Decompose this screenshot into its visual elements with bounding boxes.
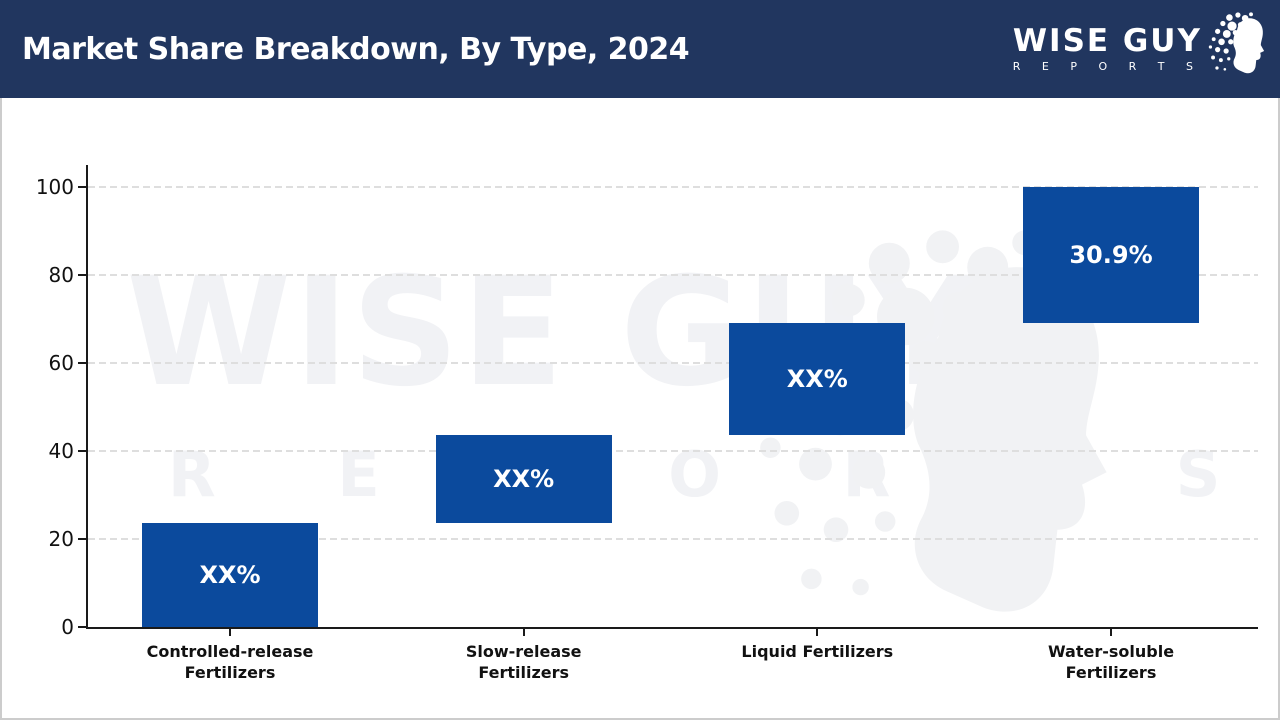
logo-subtitle: R E P O R T S — [1012, 60, 1202, 73]
x-axis-tick — [816, 629, 819, 636]
wiseguy-face-icon — [1208, 12, 1265, 74]
y-tick-label: 60 — [48, 351, 74, 375]
category-label-line: Controlled-release — [146, 642, 314, 661]
bar-value-label: XX% — [199, 561, 261, 590]
page-border-bottom — [0, 718, 1280, 720]
category-label-line: Fertilizers — [184, 663, 276, 682]
gridline — [88, 538, 1258, 540]
bar-segment: 30.9% — [1023, 187, 1199, 323]
y-axis-tick — [78, 362, 86, 364]
bar-value-label: XX% — [493, 465, 555, 494]
y-tick-label: 80 — [48, 263, 74, 287]
logo-wordmark: WISE GUY — [1012, 23, 1202, 59]
category-label: Controlled-release Fertilizers — [80, 641, 380, 683]
bar-value-label: XX% — [786, 365, 848, 394]
x-axis-tick — [522, 629, 525, 636]
bar-segment: XX% — [142, 523, 318, 627]
y-tick-label: 100 — [35, 175, 74, 199]
x-axis-tick — [1110, 629, 1112, 636]
category-label-line: Fertilizers — [478, 663, 570, 682]
y-tick-label: 0 — [61, 615, 74, 639]
y-axis-tick — [78, 274, 86, 276]
category-label: Slow-release Fertilizers — [374, 641, 674, 683]
x-axis-line — [86, 627, 1258, 629]
category-label-line: Slow-release — [465, 642, 582, 661]
category-label: Liquid Fertilizers — [667, 641, 967, 662]
y-tick-label: 20 — [48, 527, 74, 551]
gridline — [88, 274, 1258, 276]
page-border-left — [0, 98, 2, 720]
bar-segment: XX% — [435, 435, 612, 524]
x-axis-tick — [229, 629, 231, 636]
header-bar: Market Share Breakdown, By Type, 2024 WI… — [0, 0, 1280, 98]
y-axis-tick — [78, 450, 86, 452]
category-label: Water-soluble Fertilizers — [961, 641, 1261, 683]
y-axis-tick — [78, 538, 86, 540]
category-label-line: Liquid Fertilizers — [741, 642, 894, 661]
wiseguy-logo-text: WISE GUY R E P O R T S — [1013, 25, 1202, 73]
category-label-line: Water-soluble — [1047, 642, 1175, 661]
plot-area: 0 20 40 60 80 100 XX% Controlled-release Fertili… — [0, 98, 1280, 720]
category-label-line: Fertilizers — [1065, 663, 1157, 682]
page-title: Market Share Breakdown, By Type, 2024 — [22, 31, 690, 67]
chart-canvas: WISE GUY R E P O R T S 0 20 40 60 80 100 XX% Co… — [0, 98, 1280, 720]
y-axis-tick — [78, 186, 86, 188]
y-axis-line — [86, 165, 88, 629]
page-border-right — [1278, 98, 1280, 720]
y-tick-label: 40 — [48, 439, 74, 463]
wiseguy-logo: WISE GUY R E P O R T S — [1013, 9, 1280, 89]
bar-value-label: 30.9% — [1069, 240, 1153, 269]
gridline — [88, 450, 1258, 452]
bar-segment: XX% — [729, 322, 906, 436]
gridline — [88, 362, 1258, 364]
gridline — [88, 186, 1258, 188]
y-axis-tick — [78, 626, 86, 628]
